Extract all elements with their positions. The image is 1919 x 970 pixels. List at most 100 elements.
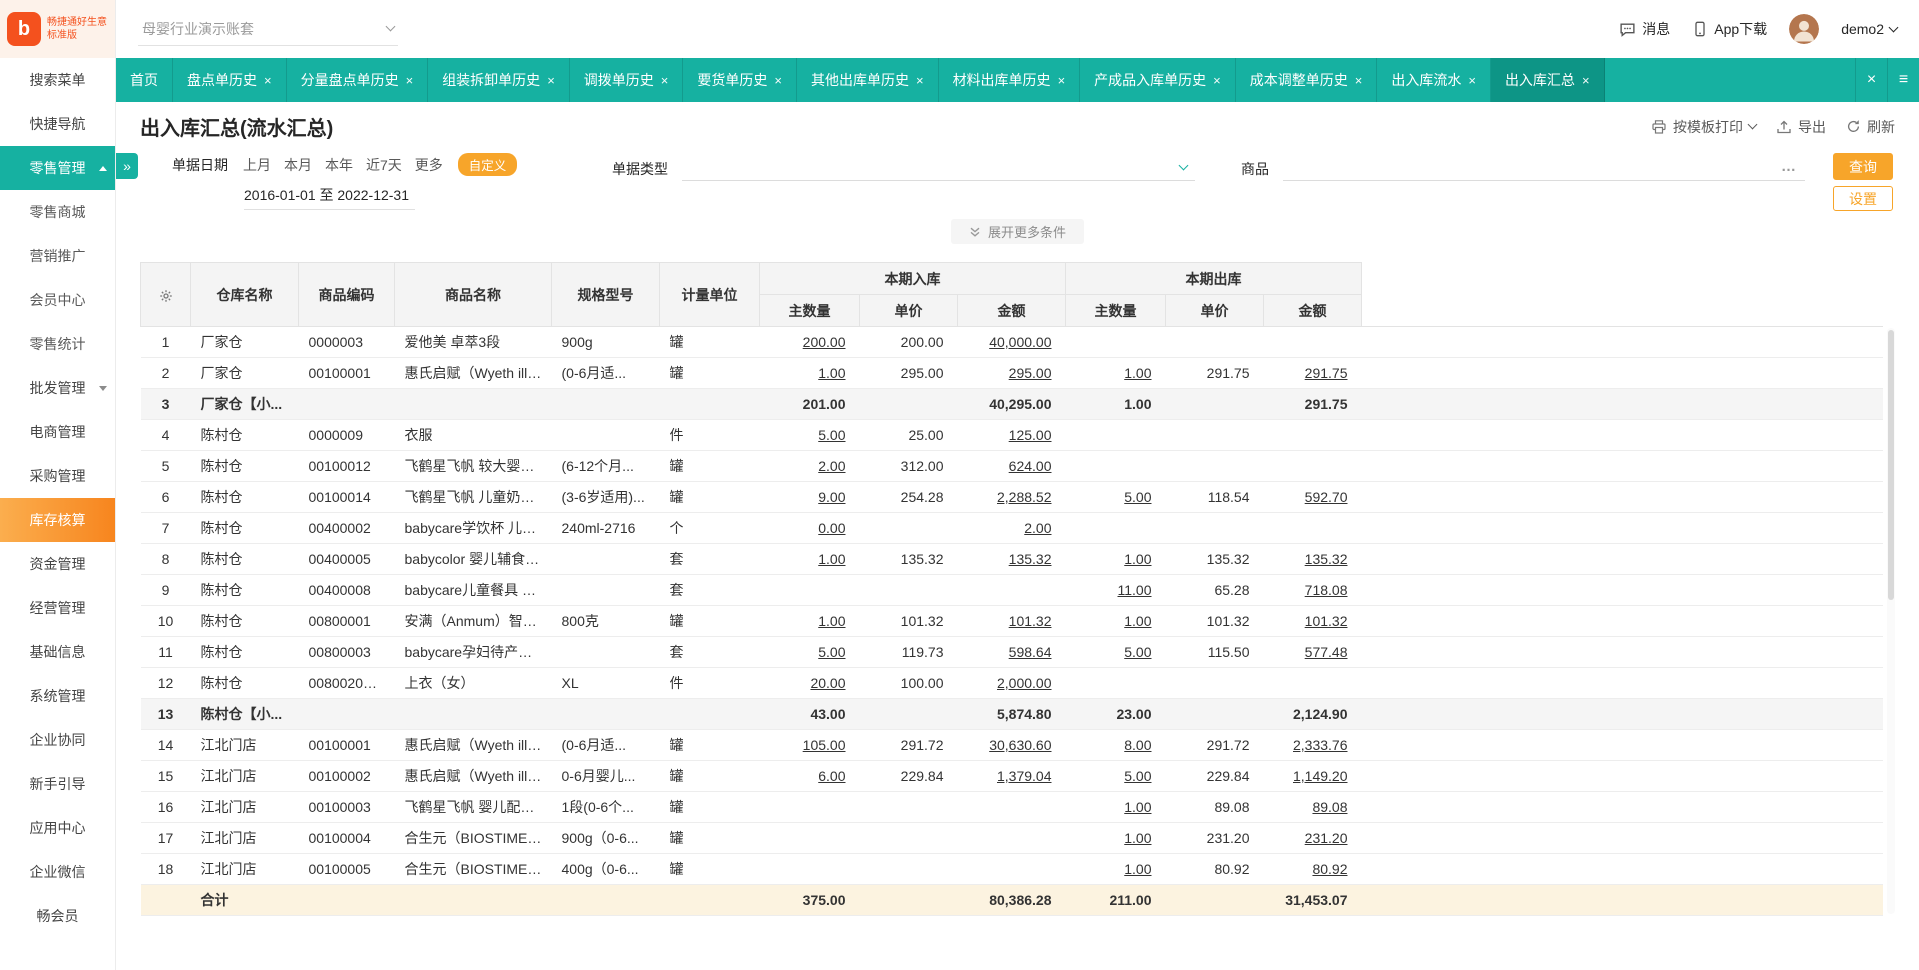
tab[interactable]: 出入库汇总 ×	[1490, 58, 1605, 102]
account-set-select[interactable]: 母婴行业演示账套	[138, 13, 398, 46]
tab[interactable]: 要货单历史 ×	[683, 58, 797, 102]
settings-button[interactable]: 设置	[1833, 186, 1893, 211]
column-settings-button[interactable]	[140, 262, 191, 327]
drilldown-link[interactable]: 624.00	[1008, 458, 1052, 474]
col-header-warehouse[interactable]: 仓库名称	[190, 262, 299, 327]
drilldown-link[interactable]: 135.32	[1304, 551, 1348, 567]
drilldown-link[interactable]: 1.00	[1124, 861, 1152, 877]
tab-close-icon[interactable]: ×	[1213, 72, 1221, 88]
product-input[interactable]: …	[1283, 156, 1805, 181]
drilldown-link[interactable]: 2.00	[818, 458, 846, 474]
drilldown-link[interactable]: 231.20	[1304, 830, 1348, 846]
refresh-button[interactable]: 刷新	[1846, 117, 1895, 137]
sidebar-item[interactable]: 搜索菜单	[0, 58, 115, 102]
col-header-out-qty[interactable]: 主数量	[1065, 294, 1166, 327]
expand-more-button[interactable]: 展开更多条件	[950, 219, 1084, 244]
table-row[interactable]: 7 陈村仓 00400002 babycare学饮杯 儿童... 240ml-2716 个…	[140, 512, 1883, 544]
date-option[interactable]: 上月	[243, 156, 271, 173]
search-button[interactable]: 查询	[1833, 153, 1893, 180]
table-row[interactable]: 10 陈村仓 00800001 安满（Anmum）智孕... 800克罐 1.00 101.…	[140, 605, 1883, 637]
sidebar-item[interactable]: 电商管理	[0, 410, 115, 454]
tab-close-icon[interactable]: ×	[774, 72, 782, 88]
print-by-template-button[interactable]: 按模板打印	[1651, 117, 1758, 137]
table-row[interactable]: 1 厂家仓 0000003 爱他美 卓萃3段 900g 罐 200.00 200.00 40,0…	[140, 326, 1883, 358]
drilldown-link[interactable]: 101.32	[1008, 613, 1052, 629]
drilldown-link[interactable]: 718.08	[1304, 582, 1348, 598]
drilldown-link[interactable]: 5.00	[1124, 489, 1152, 505]
tab[interactable]: 调拨单历史 ×	[570, 58, 684, 102]
drilldown-link[interactable]: 40,000.00	[989, 334, 1052, 350]
tab-close-icon[interactable]: ×	[547, 72, 555, 88]
drilldown-link[interactable]: 2,333.76	[1293, 737, 1348, 753]
tab[interactable]: 材料出库单历史 ×	[939, 58, 1081, 102]
drilldown-link[interactable]: 11.00	[1117, 582, 1152, 598]
drilldown-link[interactable]: 1,149.20	[1293, 768, 1348, 784]
table-row[interactable]: 8 陈村仓 00400005 babycolor 婴儿辅食机... 套 1.00 135.3…	[140, 543, 1883, 575]
tab-close-icon[interactable]: ×	[405, 72, 414, 88]
tab-close-icon[interactable]: ×	[915, 72, 924, 88]
drilldown-link[interactable]: 577.48	[1304, 644, 1348, 660]
col-header-out-price[interactable]: 单价	[1165, 294, 1264, 327]
col-header-name[interactable]: 商品名称	[394, 262, 552, 327]
drilldown-link[interactable]: 8.00	[1124, 737, 1152, 753]
doc-type-select[interactable]	[682, 156, 1195, 181]
date-range-field[interactable]: 2016-01-01 至 2022-12-31	[244, 185, 416, 210]
tab-close-icon[interactable]: ×	[1581, 72, 1590, 88]
date-option[interactable]: 本年	[325, 156, 353, 173]
tab-list-menu-button[interactable]: ≡	[1887, 58, 1919, 102]
table-row[interactable]: 18 江北门店 00100005 合生元（BIOSTIME）... 400g（0-6..…	[140, 853, 1883, 885]
drilldown-link[interactable]: 1,379.04	[997, 768, 1052, 784]
table-row[interactable]: 9 陈村仓 00400008 babycare儿童餐具 婴... 套 11.00 65.28…	[140, 574, 1883, 606]
table-row[interactable]: 2 厂家仓 00100001 惠氏启赋（Wyeth illu... (0-6月适... 罐…	[140, 357, 1883, 389]
subtotal-row[interactable]: 3 厂家仓【小... 201.00 40,295.00 1.00 291.75	[140, 388, 1883, 420]
drilldown-link[interactable]: 598.64	[1008, 644, 1052, 660]
tab[interactable]: 产成品入库单历史 ×	[1080, 58, 1236, 102]
tab[interactable]: 其他出库单历史 ×	[797, 58, 939, 102]
drilldown-link[interactable]: 125.00	[1008, 427, 1052, 443]
sidebar-item[interactable]: 零售商城	[0, 190, 115, 234]
drilldown-link[interactable]: 1.00	[1124, 830, 1152, 846]
brand-logo[interactable]: b 畅捷通好生意 标准版	[0, 0, 115, 58]
sidebar-item[interactable]: 新手引导	[0, 762, 115, 806]
date-option[interactable]: 本月	[284, 156, 312, 173]
sidebar-item[interactable]: 企业协同	[0, 718, 115, 762]
col-header-spec[interactable]: 规格型号	[551, 262, 660, 327]
drilldown-link[interactable]: 89.08	[1312, 799, 1348, 815]
col-header-out-amount[interactable]: 金额	[1263, 294, 1362, 327]
tab-close-icon[interactable]: ×	[1057, 72, 1066, 88]
sidebar-item[interactable]: 应用中心	[0, 806, 115, 850]
sidebar-item[interactable]: 基础信息	[0, 630, 115, 674]
drilldown-link[interactable]: 9.00	[818, 489, 846, 505]
date-option[interactable]: 更多	[414, 156, 443, 173]
tab[interactable]: 首页	[116, 58, 173, 102]
table-row[interactable]: 16 江北门店 00100003 飞鹤星飞帆 婴儿配方奶... 1段(0-6个... 罐 1…	[140, 791, 1883, 823]
drilldown-link[interactable]: 1.00	[1124, 799, 1152, 815]
table-row[interactable]: 12 陈村仓 008002000... 上衣（女） XL 件 20.00 100.00 2,00…	[140, 667, 1883, 699]
sidebar-item[interactable]: 库存核算	[0, 498, 115, 542]
messages-button[interactable]: 消息	[1619, 19, 1670, 39]
tab-close-icon[interactable]: ×	[1354, 72, 1363, 88]
scrollbar-thumb[interactable]	[1888, 330, 1894, 600]
sidebar-item[interactable]: 零售管理	[0, 146, 115, 190]
drilldown-link[interactable]: 101.32	[1304, 613, 1348, 629]
app-download-button[interactable]: App下载	[1692, 19, 1767, 39]
tab[interactable]: 成本调整单历史 ×	[1236, 58, 1378, 102]
tab-close-icon[interactable]: ×	[660, 72, 669, 88]
drilldown-link[interactable]: 5.00	[1124, 768, 1152, 784]
close-all-tabs-button[interactable]: ×	[1855, 58, 1887, 102]
col-header-in-qty[interactable]: 主数量	[759, 294, 860, 327]
subtotal-row[interactable]: 13 陈村仓【小... 43.00 5,874.80 23.00 2,124.90	[140, 698, 1883, 730]
sidebar-item[interactable]: 营销推广	[0, 234, 115, 278]
drilldown-link[interactable]: 20.00	[810, 675, 846, 691]
table-row[interactable]: 11 陈村仓 00800003 babycare孕妇待产包 ... 套 5.00 119.7…	[140, 636, 1883, 668]
drilldown-link[interactable]: 2.00	[1024, 520, 1052, 536]
table-row[interactable]: 17 江北门店 00100004 合生元（BIOSTIME）... 900g（0-6..…	[140, 822, 1883, 854]
tab[interactable]: 出入库流水 ×	[1377, 58, 1491, 102]
avatar[interactable]	[1789, 14, 1820, 44]
table-row[interactable]: 4 陈村仓 0000009 衣服 件 5.00 25.00 125.00	[140, 419, 1883, 451]
sidebar-item[interactable]: 系统管理	[0, 674, 115, 718]
tab[interactable]: 盘点单历史 ×	[173, 58, 287, 102]
tab[interactable]: 组装拆卸单历史 ×	[428, 58, 570, 102]
drilldown-link[interactable]: 1.00	[1124, 365, 1152, 381]
drilldown-link[interactable]: 295.00	[1008, 365, 1052, 381]
